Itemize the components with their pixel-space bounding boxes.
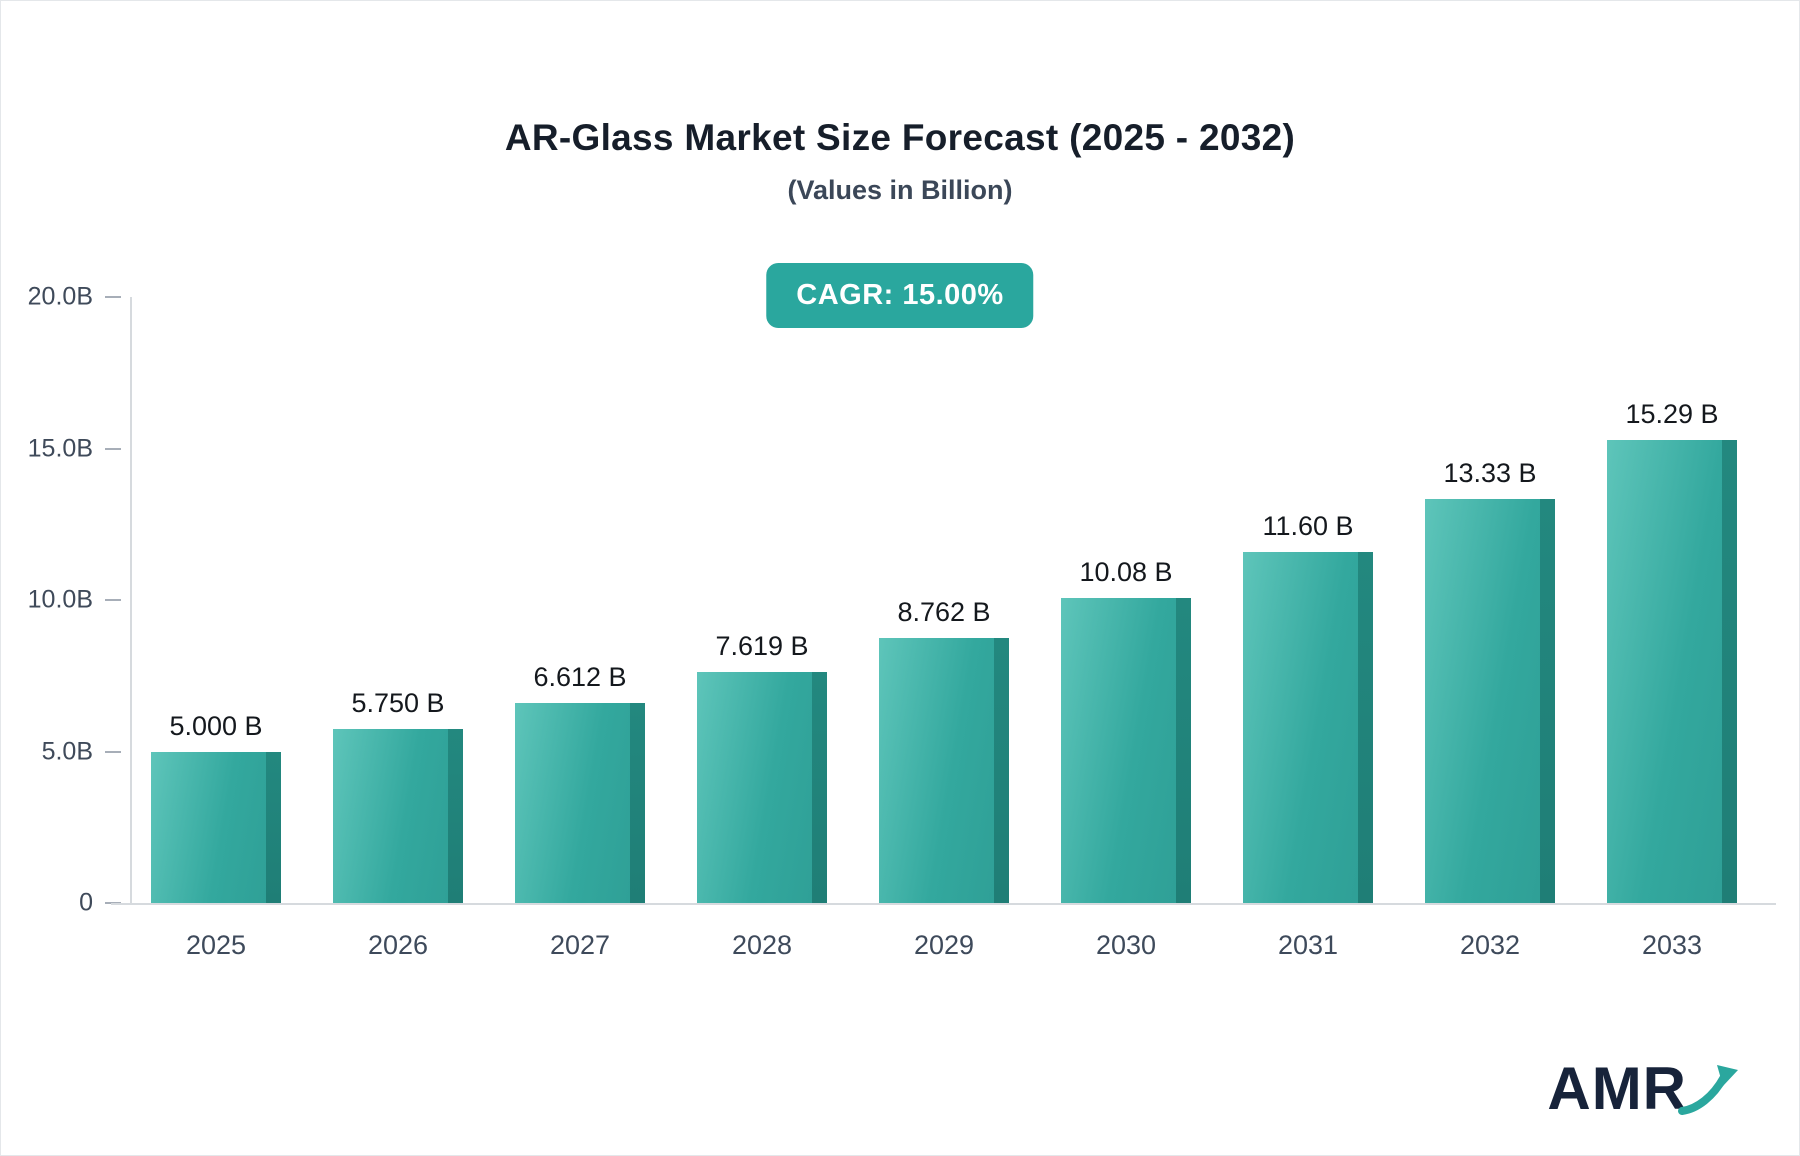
x-axis-label: 2030 (1095, 930, 1157, 960)
y-axis-tick (105, 599, 121, 601)
y-axis-tick (105, 296, 121, 298)
y-axis-label: 20.0B (27, 282, 93, 311)
bar-column-2030: 10.08 B 2030 (1061, 297, 1191, 959)
bar-column-2031: 11.60 B 2031 (1243, 297, 1373, 959)
x-axis-label: 2033 (1641, 930, 1703, 960)
bar-2026 (333, 728, 463, 904)
bar-value-label: 11.60 B (1262, 510, 1354, 541)
x-axis-label: 2026 (367, 930, 429, 960)
x-axis-label: 2025 (185, 930, 247, 960)
bar-2028 (697, 672, 827, 903)
y-axis: 0 5.0B 10.0B 15.0B 20.0B (1, 284, 131, 915)
x-axis-label: 2027 (549, 930, 611, 960)
bar-chart: 0 5.0B 10.0B 15.0B 20.0B 5.000 B 2025 5.750 B 2… (1, 284, 1799, 959)
bar-value-label: 5.750 B (351, 687, 445, 718)
bar-column-2026: 5.750 B 2026 (333, 297, 463, 959)
y-axis-tick (105, 750, 121, 753)
bar-2032 (1425, 499, 1555, 903)
bar-2031 (1243, 551, 1373, 904)
bar-column-2025: 5.000 B 2025 (151, 297, 281, 959)
bar-value-label: 15.29 B (1625, 398, 1719, 429)
bar-value-label: 13.33 B (1443, 458, 1537, 489)
bar-2033 (1607, 439, 1737, 904)
bar-column-2032: 13.33 B 2032 (1425, 297, 1555, 959)
amr-logo-text: AMR (1547, 1055, 1687, 1122)
bar-2027 (515, 702, 645, 904)
y-axis-tick (105, 447, 121, 450)
y-axis-label: 0 (79, 888, 93, 917)
bars: 5.000 B 2025 5.750 B 2026 6.612 B 2027 7.619 B… (151, 297, 1737, 959)
bar-2030 (1061, 597, 1191, 904)
bar-2025 (151, 751, 281, 903)
bar-column-2027: 6.612 B 2027 (515, 297, 645, 959)
bar-value-label: 10.08 B (1079, 556, 1173, 587)
y-axis-label: 15.0B (27, 434, 93, 462)
chart-title: AR-Glass Market Size Forecast (2025 - 20… (504, 117, 1296, 158)
bar-column-2029: 8.762 B 2029 (879, 297, 1009, 959)
y-axis-label: 5.0B (41, 737, 93, 765)
bar-value-label: 5.000 B (169, 710, 263, 741)
bar-value-label: 7.619 B (715, 631, 809, 662)
bar-2029 (879, 637, 1009, 904)
bar-value-label: 6.612 B (533, 661, 627, 692)
chart-subtitle: (Values in Billion) (787, 175, 1013, 205)
bar-value-label: 8.762 B (897, 596, 991, 627)
x-axis-label: 2028 (731, 930, 793, 960)
growth-arrow-icon (1678, 1065, 1738, 1115)
amr-logo: AMR (1547, 1059, 1739, 1119)
y-axis-line (130, 297, 132, 903)
bar-column-2033: 15.29 B 2033 (1607, 297, 1737, 959)
bar-column-2028: 7.619 B 2028 (697, 297, 827, 959)
x-axis-line (111, 903, 1776, 905)
x-axis-label: 2032 (1459, 930, 1521, 960)
x-axis-label: 2031 (1277, 930, 1339, 960)
y-axis-label: 10.0B (27, 585, 93, 614)
x-axis-label: 2029 (913, 930, 975, 960)
cagr-badge: CAGR: 15.00% (766, 263, 1034, 328)
